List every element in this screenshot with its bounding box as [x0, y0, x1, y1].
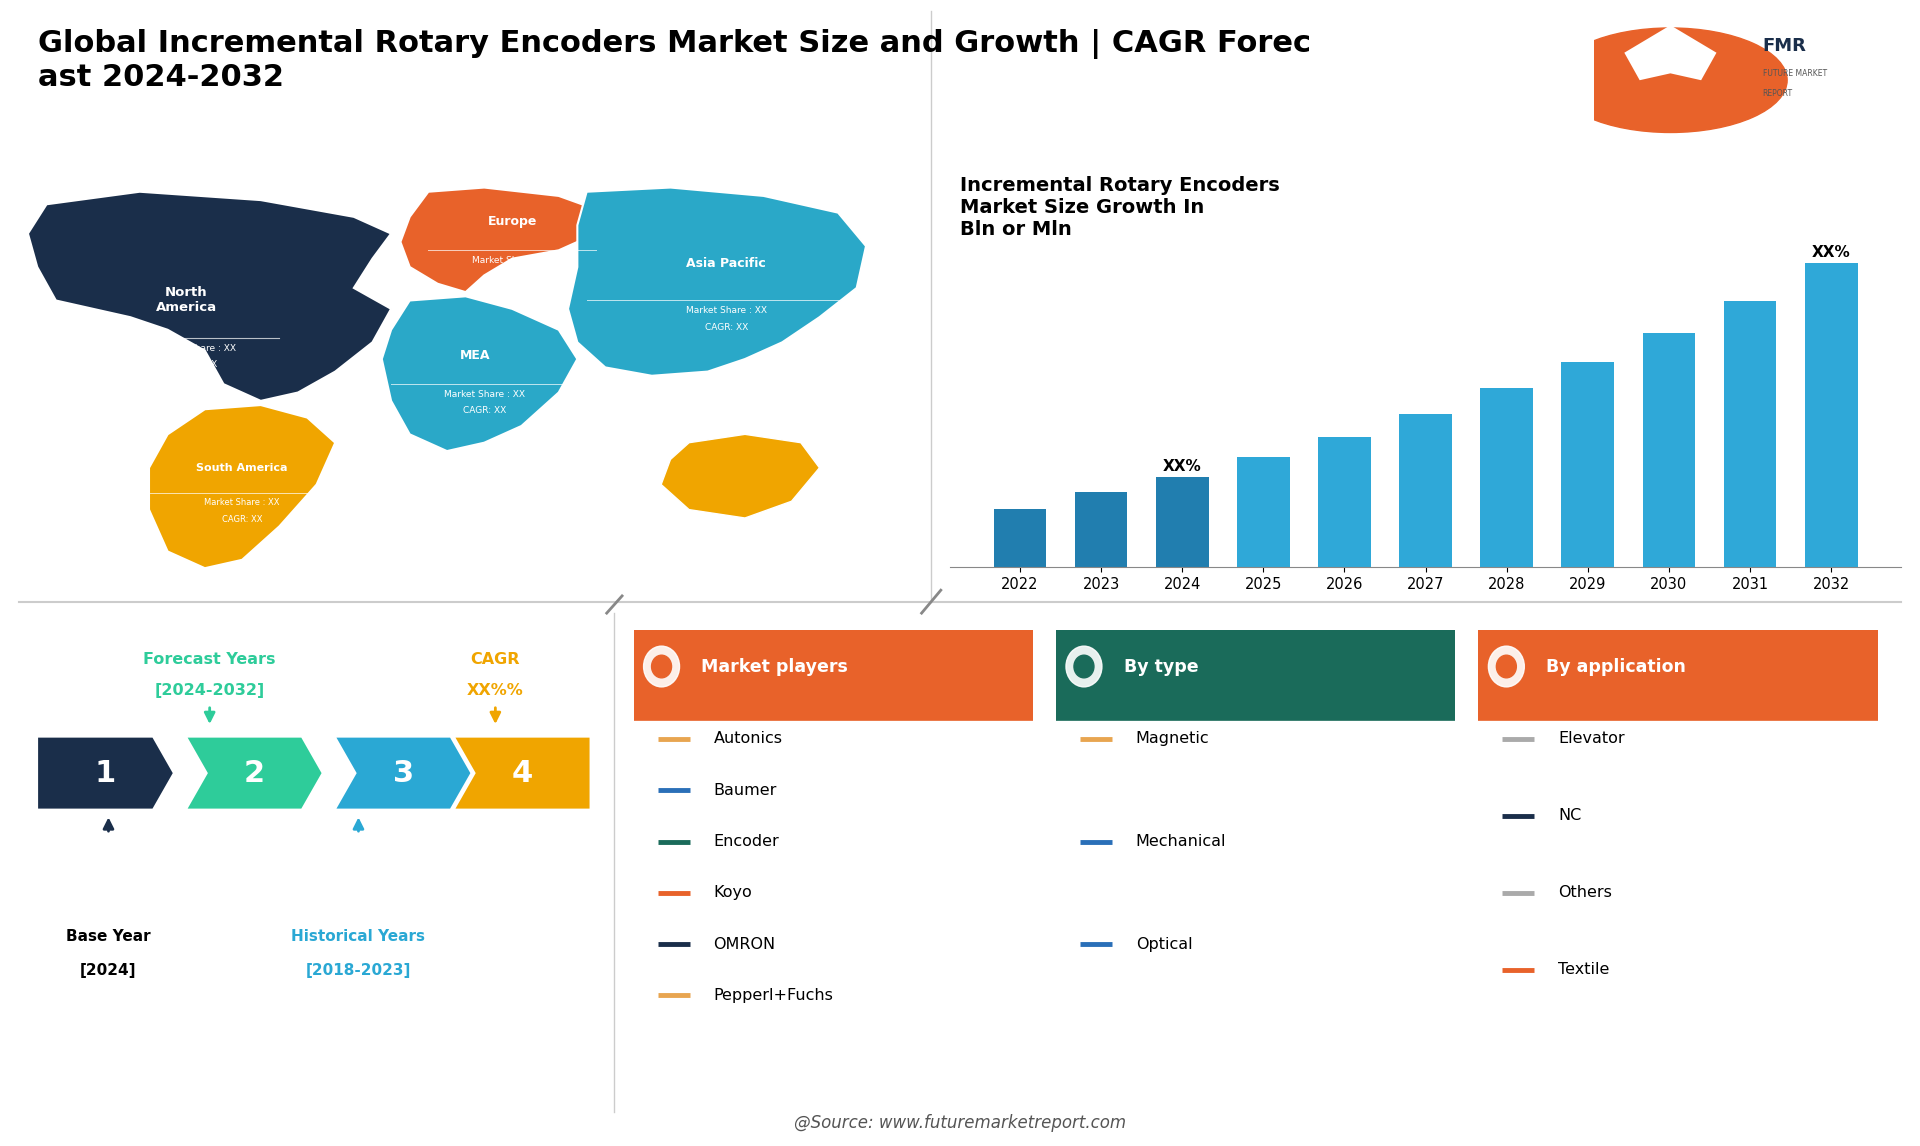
Text: Global Incremental Rotary Encoders Market Size and Growth | CAGR Forec
ast 2024-: Global Incremental Rotary Encoders Marke… — [38, 29, 1311, 92]
Text: Magnetic: Magnetic — [1137, 731, 1210, 746]
Text: 2: 2 — [244, 759, 265, 787]
Text: Forecast Years: Forecast Years — [144, 652, 276, 667]
Text: Mechanical: Mechanical — [1137, 834, 1227, 849]
Polygon shape — [382, 297, 578, 452]
Bar — [1400, 414, 1452, 567]
Text: South America: South America — [196, 463, 288, 473]
Text: REPORT: REPORT — [1763, 89, 1793, 99]
Text: Pepperl+Fuchs: Pepperl+Fuchs — [714, 988, 833, 1003]
FancyBboxPatch shape — [1048, 693, 1463, 1092]
Text: Others: Others — [1559, 886, 1613, 901]
Circle shape — [651, 656, 672, 677]
Polygon shape — [186, 737, 323, 809]
Polygon shape — [29, 191, 392, 401]
Text: XX%%: XX%% — [467, 683, 524, 698]
Text: Market Share : XX: Market Share : XX — [685, 306, 766, 315]
Text: Base Year: Base Year — [65, 929, 152, 944]
Polygon shape — [334, 737, 472, 809]
Text: Asia Pacific: Asia Pacific — [687, 257, 766, 270]
Bar — [1075, 492, 1127, 567]
Text: CAGR: XX: CAGR: XX — [490, 273, 534, 282]
Bar — [995, 509, 1046, 567]
Text: Historical Years: Historical Years — [292, 929, 426, 944]
Text: By application: By application — [1546, 658, 1686, 675]
Text: FUTURE MARKET: FUTURE MARKET — [1763, 69, 1826, 78]
FancyBboxPatch shape — [1471, 693, 1885, 1092]
Text: Europe: Europe — [488, 215, 538, 228]
Text: Market Share : XX: Market Share : XX — [444, 390, 524, 399]
Text: @Source: www.futuremarketreport.com: @Source: www.futuremarketreport.com — [795, 1114, 1125, 1132]
Text: By type: By type — [1123, 658, 1198, 675]
Bar — [1561, 362, 1615, 567]
Text: Market Share : XX: Market Share : XX — [204, 499, 280, 508]
Circle shape — [1553, 28, 1788, 133]
Polygon shape — [401, 188, 605, 292]
Circle shape — [1073, 656, 1094, 677]
Bar — [1724, 300, 1776, 567]
Text: CAGR: XX: CAGR: XX — [463, 407, 505, 415]
Text: 3: 3 — [392, 759, 413, 787]
Circle shape — [1496, 656, 1517, 677]
Polygon shape — [660, 434, 820, 518]
Text: [2024-2032]: [2024-2032] — [154, 683, 265, 698]
Text: Baumer: Baumer — [714, 783, 778, 798]
FancyBboxPatch shape — [614, 612, 1052, 721]
Text: XX%: XX% — [1812, 244, 1851, 260]
Polygon shape — [568, 188, 866, 376]
FancyBboxPatch shape — [1459, 612, 1897, 721]
Text: 4: 4 — [511, 759, 532, 787]
Polygon shape — [1624, 25, 1716, 80]
Circle shape — [1066, 646, 1102, 686]
Text: CAGR: XX: CAGR: XX — [705, 323, 749, 331]
Bar — [1805, 264, 1857, 567]
Bar — [1644, 332, 1695, 567]
Text: MEA: MEA — [459, 350, 490, 362]
FancyBboxPatch shape — [626, 693, 1041, 1092]
Circle shape — [643, 646, 680, 686]
Polygon shape — [36, 737, 175, 809]
Bar — [1236, 457, 1290, 567]
Text: 1: 1 — [94, 759, 115, 787]
Bar — [1156, 478, 1208, 567]
Bar — [1480, 387, 1532, 567]
Text: Encoder: Encoder — [714, 834, 780, 849]
Text: Market Share : XX: Market Share : XX — [156, 344, 236, 353]
Text: [2024]: [2024] — [81, 964, 136, 979]
Text: CAGR: XX: CAGR: XX — [223, 516, 263, 524]
Polygon shape — [453, 737, 591, 809]
Text: Koyo: Koyo — [714, 886, 753, 901]
Text: [2018-2023]: [2018-2023] — [305, 964, 411, 979]
Bar — [1319, 437, 1371, 567]
Text: CAGR: CAGR — [470, 652, 520, 667]
Polygon shape — [150, 405, 336, 568]
Text: XX%: XX% — [1164, 460, 1202, 474]
Text: OMRON: OMRON — [714, 936, 776, 951]
Text: Market Share : XX: Market Share : XX — [472, 256, 553, 265]
Circle shape — [1488, 646, 1524, 686]
Text: Textile: Textile — [1559, 963, 1609, 978]
Text: FMR: FMR — [1763, 37, 1807, 55]
FancyBboxPatch shape — [1037, 612, 1475, 721]
Text: Incremental Rotary Encoders
Market Size Growth In
Bln or Mln: Incremental Rotary Encoders Market Size … — [960, 175, 1279, 238]
Text: Elevator: Elevator — [1559, 731, 1624, 746]
Text: North
America: North America — [156, 286, 217, 314]
Text: Optical: Optical — [1137, 936, 1192, 951]
Text: Autonics: Autonics — [714, 731, 783, 746]
Text: Market players: Market players — [701, 658, 849, 675]
Text: CAGR: XX: CAGR: XX — [175, 360, 217, 369]
Text: NC: NC — [1559, 808, 1582, 823]
